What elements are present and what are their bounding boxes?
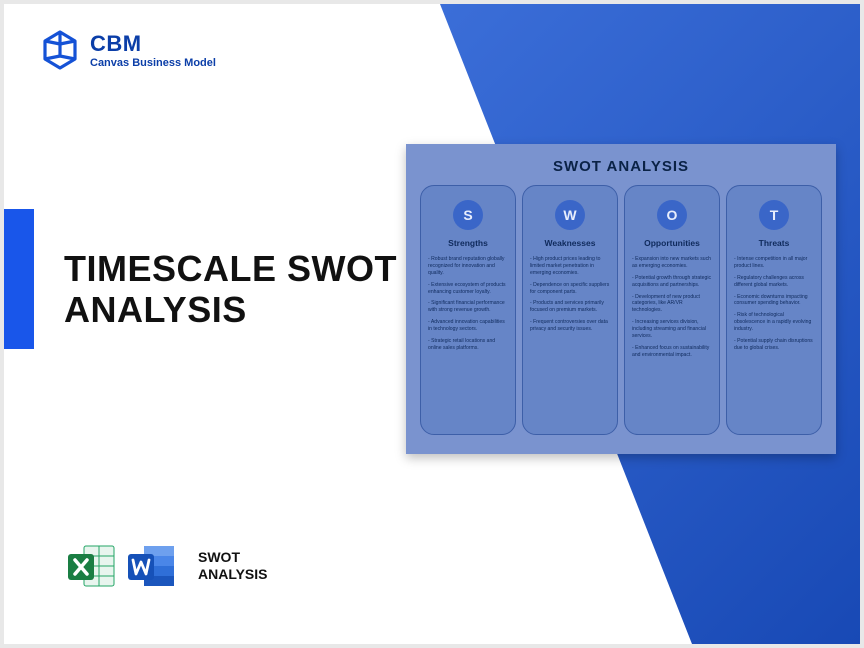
list-item: Robust brand reputation globally recogni… [428,256,508,277]
list-item: Increasing services division, including … [632,319,712,340]
list-item: Strategic retail locations and online sa… [428,338,508,352]
swot-heading-strengths: Strengths [428,238,508,248]
title-line-2: ANALYSIS [64,289,247,330]
swot-heading-threats: Threats [734,238,814,248]
list-item: Dependence on specific suppliers for com… [530,282,610,296]
footer-line-2: ANALYSIS [198,566,268,583]
swot-heading-opportunities: Opportunities [632,238,712,248]
page-title: TIMESCALE SWOT ANALYSIS [64,248,397,331]
list-item: Enhanced focus on sustainability and env… [632,345,712,359]
list-item: Economic downturns impacting consumer sp… [734,294,814,308]
list-item: Products and services primarily focused … [530,300,610,314]
swot-heading-weaknesses: Weaknesses [530,238,610,248]
swot-columns: S Strengths Robust brand reputation glob… [420,185,822,435]
swot-letter-o: O [657,200,687,230]
logo-icon [40,30,80,70]
list-item: Potential growth through strategic acqui… [632,275,712,289]
list-item: Significant financial performance with s… [428,300,508,314]
brand-name: CBM [90,31,216,57]
list-item: Advanced innovation capabilities in tech… [428,319,508,333]
swot-list-opportunities: Expansion into new markets such as emerg… [632,256,712,359]
list-item: Development of new product categories, l… [632,294,712,315]
footer-line-1: SWOT [198,549,268,566]
footer: SWOT ANALYSIS [64,538,268,594]
swot-col-weaknesses: W Weaknesses High product prices leading… [522,185,618,435]
list-item: Frequent controversies over data privacy… [530,319,610,333]
list-item: Potential supply chain disruptions due t… [734,338,814,352]
swot-col-threats: T Threats Intense competition in all maj… [726,185,822,435]
list-item: Expansion into new markets such as emerg… [632,256,712,270]
list-item: Regulatory challenges across different g… [734,275,814,289]
swot-list-threats: Intense competition in all major product… [734,256,814,352]
word-icon [124,538,180,594]
swot-letter-w: W [555,200,585,230]
swot-list-strengths: Robust brand reputation globally recogni… [428,256,508,352]
swot-col-opportunities: O Opportunities Expansion into new marke… [624,185,720,435]
list-item: Intense competition in all major product… [734,256,814,270]
list-item: High product prices leading to limited m… [530,256,610,277]
swot-panel-title: SWOT ANALYSIS [420,158,822,175]
swot-letter-t: T [759,200,789,230]
swot-list-weaknesses: High product prices leading to limited m… [530,256,610,333]
list-item: Extensive ecosystem of products enhancin… [428,282,508,296]
brand-subtitle: Canvas Business Model [90,57,216,69]
swot-panel: SWOT ANALYSIS S Strengths Robust brand r… [406,144,836,454]
footer-label: SWOT ANALYSIS [198,549,268,583]
excel-icon [64,538,120,594]
header-logo: CBM Canvas Business Model [40,30,216,70]
swot-letter-s: S [453,200,483,230]
title-line-1: TIMESCALE SWOT [64,248,397,289]
accent-bar [4,209,34,349]
list-item: Risk of technological obsolescence in a … [734,312,814,333]
swot-col-strengths: S Strengths Robust brand reputation glob… [420,185,516,435]
